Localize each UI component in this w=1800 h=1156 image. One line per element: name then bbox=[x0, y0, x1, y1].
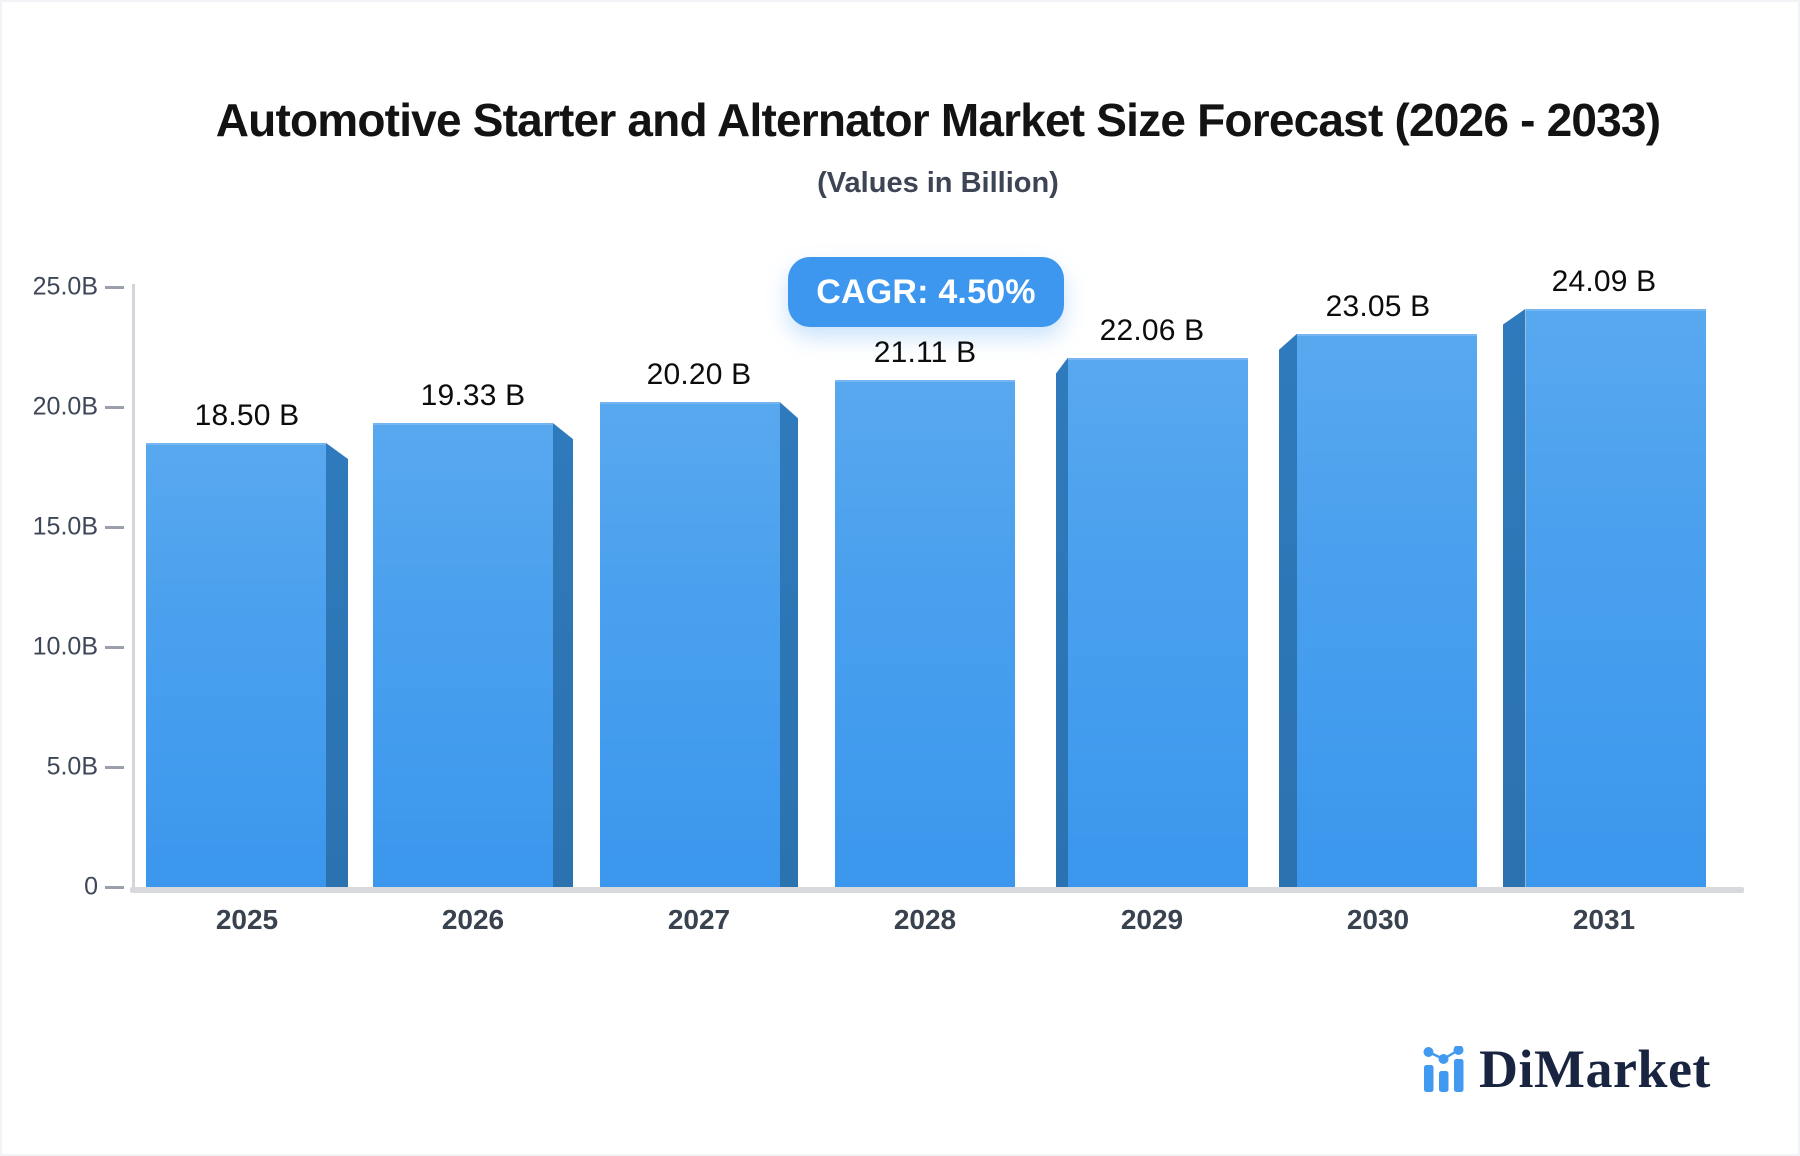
bar-side-face-2029 bbox=[1056, 357, 1068, 887]
x-axis-label: 2025 bbox=[215, 904, 279, 935]
x-axis-label: 2026 bbox=[441, 904, 505, 935]
x-axis-label: 2031 bbox=[1572, 904, 1636, 935]
y-axis-tick-label: 5.0B bbox=[46, 752, 98, 781]
y-axis-line bbox=[132, 284, 135, 890]
bar-value-label: 24.09 B bbox=[1551, 264, 1657, 298]
chart-title: Automotive Starter and Alternator Market… bbox=[215, 94, 1661, 146]
y-axis-tick-label: 15.0B bbox=[32, 512, 98, 541]
bar-side-face-2025 bbox=[326, 443, 348, 887]
bar-side-face-2026 bbox=[553, 423, 573, 887]
chart-header: Automotive Starter and Alternator Market… bbox=[132, 94, 1744, 200]
bar-side-face-2031 bbox=[1502, 308, 1526, 887]
y-axis-tick bbox=[105, 646, 124, 649]
y-axis-tick bbox=[105, 766, 124, 769]
bar-value-label: 20.20 B bbox=[646, 358, 752, 392]
y-axis-tick bbox=[105, 406, 124, 409]
x-axis-label: 2030 bbox=[1346, 904, 1410, 935]
bar-2025 bbox=[146, 443, 326, 887]
bar-value-label: 18.50 B bbox=[194, 399, 300, 432]
bar-2026 bbox=[373, 423, 553, 887]
bar-side-face-2027 bbox=[780, 402, 798, 887]
cagr-badge: CAGR: 4.50% bbox=[788, 257, 1064, 327]
bar-2029 bbox=[1068, 357, 1248, 887]
brand-name: DiMarket bbox=[1479, 1039, 1711, 1099]
x-axis-label: 2027 bbox=[667, 904, 731, 935]
bar-2031 bbox=[1525, 308, 1706, 887]
y-axis-tick-label: 0 bbox=[84, 872, 98, 901]
bar-side-face-2030 bbox=[1279, 333, 1297, 887]
chart-subtitle: (Values in Billion) bbox=[817, 167, 1059, 199]
x-axis-label: 2029 bbox=[1120, 904, 1184, 935]
y-axis-tick bbox=[105, 526, 124, 529]
y-axis-tick bbox=[105, 886, 124, 889]
brand-logo: DiMarket bbox=[1423, 1039, 1711, 1099]
y-axis-tick-label: 20.0B bbox=[32, 392, 98, 421]
y-axis-tick-label: 25.0B bbox=[32, 272, 98, 301]
x-axis-baseline bbox=[130, 887, 1744, 893]
bar-value-label: 19.33 B bbox=[420, 379, 526, 413]
bar-2027 bbox=[600, 402, 780, 887]
y-axis-tick bbox=[105, 286, 124, 289]
bar-value-label: 21.11 B bbox=[873, 336, 977, 370]
bar-value-label: 22.06 B bbox=[1099, 313, 1205, 347]
bar-value-label: 23.05 B bbox=[1325, 289, 1431, 323]
bar-2030 bbox=[1297, 333, 1477, 887]
y-axis-tick-label: 10.0B bbox=[32, 632, 98, 661]
bar-chart-logo-icon bbox=[1423, 1046, 1464, 1092]
bar-2028 bbox=[835, 380, 1015, 887]
x-axis-label: 2028 bbox=[893, 904, 957, 935]
